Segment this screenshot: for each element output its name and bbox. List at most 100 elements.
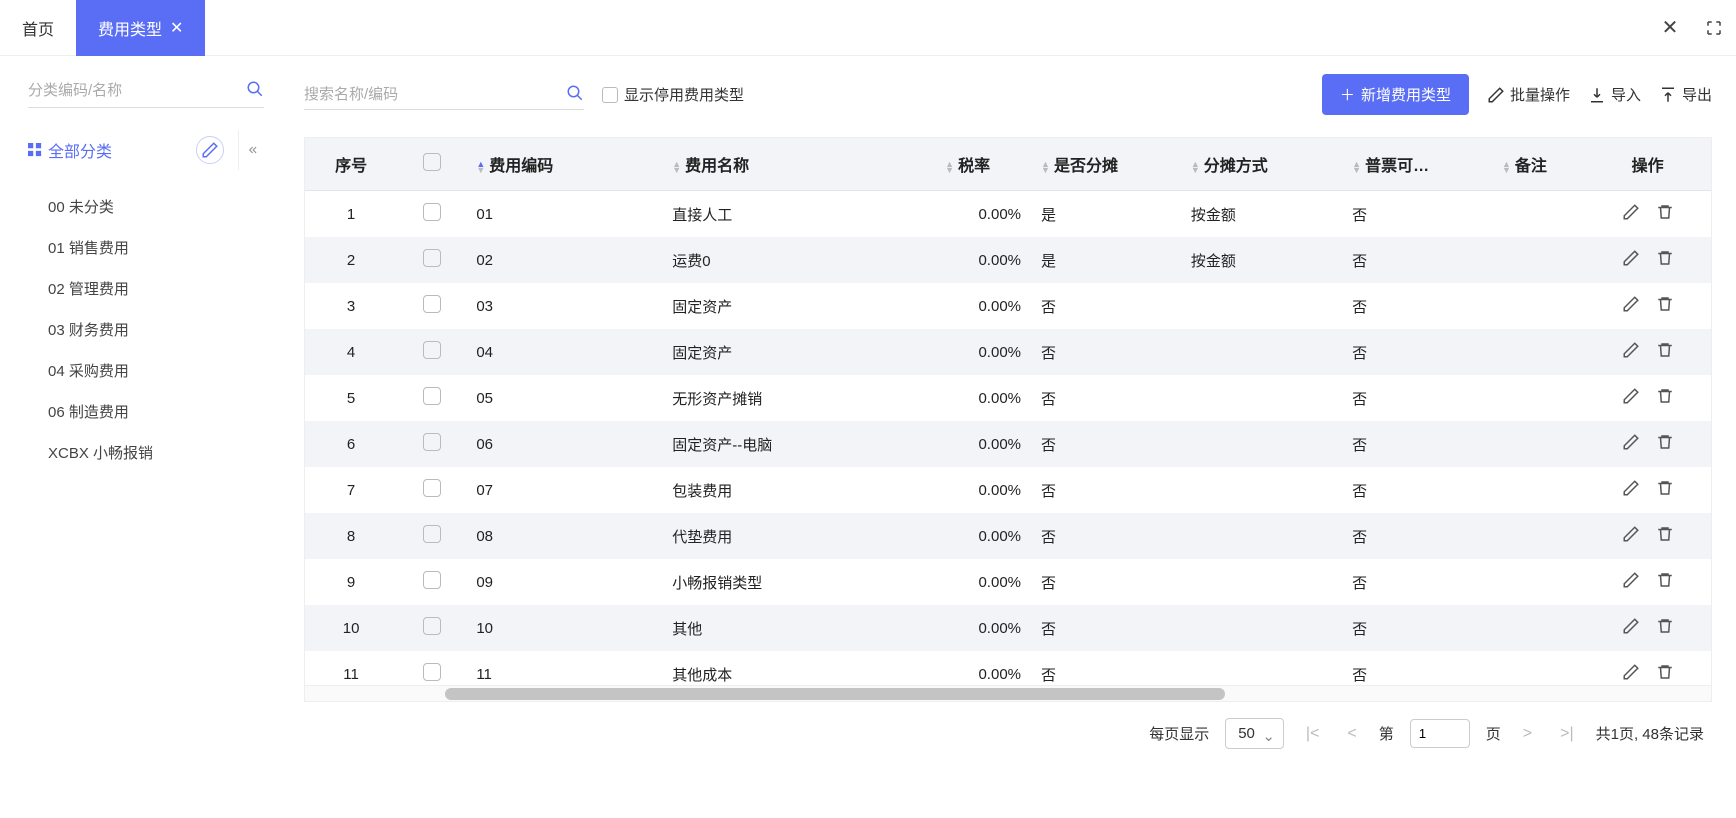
horizontal-scrollbar[interactable] — [305, 685, 1711, 701]
cell-checkbox[interactable] — [397, 191, 466, 238]
sidebar-item[interactable]: 01 销售费用 — [48, 227, 264, 268]
cell-rate: 0.00% — [904, 421, 1031, 467]
row-edit-button[interactable] — [1622, 525, 1640, 547]
pagination: 每页显示 50 ⌄ |< < 第 页 > >| 共1页, 48条记录 — [304, 702, 1712, 765]
col-plain[interactable]: ▲▼普票可… — [1342, 138, 1492, 191]
prev-page-button[interactable]: < — [1341, 725, 1362, 743]
tab-expense-type[interactable]: 费用类型 ✕ — [76, 0, 205, 56]
cell-checkbox[interactable] — [397, 605, 466, 651]
add-expense-type-button[interactable]: ＋ 新增费用类型 — [1322, 74, 1469, 115]
col-checkbox[interactable] — [397, 138, 466, 191]
cell-name: 其他 — [662, 605, 904, 651]
row-delete-button[interactable] — [1656, 479, 1674, 501]
row-edit-button[interactable] — [1622, 387, 1640, 409]
col-code[interactable]: ▲▼费用编码 — [466, 138, 662, 191]
page-number-input[interactable] — [1410, 719, 1470, 748]
next-page-button[interactable]: > — [1517, 725, 1538, 743]
sidebar-item[interactable]: 03 财务费用 — [48, 309, 264, 350]
sidebar-item[interactable]: 04 采购费用 — [48, 350, 264, 391]
row-delete-button[interactable] — [1656, 341, 1674, 363]
scrollbar-thumb[interactable] — [445, 688, 1225, 700]
cell-ops — [1584, 283, 1711, 329]
first-page-button[interactable]: |< — [1300, 725, 1326, 743]
row-edit-button[interactable] — [1622, 617, 1640, 639]
toolbar: 显示停用费用类型 ＋ 新增费用类型 批量操作 导入 导出 — [304, 74, 1712, 115]
main-search-input[interactable] — [304, 86, 566, 103]
row-edit-button[interactable] — [1622, 663, 1640, 685]
row-delete-button[interactable] — [1656, 387, 1674, 409]
sidebar-item[interactable]: 00 未分类 — [48, 186, 264, 227]
page-suffix: 页 — [1486, 723, 1501, 744]
cell-code: 02 — [466, 237, 662, 283]
row-edit-button[interactable] — [1622, 571, 1640, 593]
col-rate[interactable]: ▲▼税率 — [904, 138, 1031, 191]
sidebar-item[interactable]: 06 制造费用 — [48, 391, 264, 432]
col-method[interactable]: ▲▼分摊方式 — [1181, 138, 1342, 191]
row-edit-button[interactable] — [1622, 295, 1640, 317]
cell-method: 按金额 — [1181, 191, 1342, 238]
row-delete-button[interactable] — [1656, 617, 1674, 639]
row-edit-button[interactable] — [1622, 203, 1640, 225]
row-delete-button[interactable] — [1656, 203, 1674, 225]
cell-ops — [1584, 421, 1711, 467]
export-button[interactable]: 导出 — [1659, 84, 1712, 105]
col-allocate[interactable]: ▲▼是否分摊 — [1031, 138, 1181, 191]
cell-checkbox[interactable] — [397, 329, 466, 375]
add-button-label: 新增费用类型 — [1361, 84, 1451, 105]
search-icon[interactable] — [566, 84, 584, 105]
cell-seq: 10 — [305, 605, 397, 651]
close-icon[interactable]: ✕ — [170, 18, 183, 38]
row-delete-button[interactable] — [1656, 571, 1674, 593]
row-delete-button[interactable] — [1656, 525, 1674, 547]
last-page-button[interactable]: >| — [1554, 725, 1580, 743]
row-edit-button[interactable] — [1622, 249, 1640, 271]
cell-allocate: 否 — [1031, 421, 1181, 467]
sidebar-item[interactable]: 02 管理费用 — [48, 268, 264, 309]
batch-action-button[interactable]: 批量操作 — [1487, 84, 1570, 105]
cell-allocate: 否 — [1031, 559, 1181, 605]
category-edit-button[interactable] — [196, 136, 224, 164]
cell-checkbox[interactable] — [397, 421, 466, 467]
fullscreen-icon[interactable] — [1692, 6, 1736, 50]
cell-allocate: 否 — [1031, 375, 1181, 421]
col-name[interactable]: ▲▼费用名称 — [662, 138, 904, 191]
page-size-select[interactable]: 50 ⌄ — [1225, 718, 1284, 749]
cell-checkbox[interactable] — [397, 237, 466, 283]
cell-checkbox[interactable] — [397, 651, 466, 685]
cell-checkbox[interactable] — [397, 559, 466, 605]
sidebar-collapse-button[interactable] — [238, 130, 264, 170]
cell-plain: 否 — [1342, 421, 1492, 467]
col-seq[interactable]: 序号 — [305, 138, 397, 191]
sidebar-item[interactable]: XCBX 小畅报销 — [48, 432, 264, 473]
import-button[interactable]: 导入 — [1588, 84, 1641, 105]
row-delete-button[interactable] — [1656, 249, 1674, 271]
show-disabled-checkbox[interactable]: 显示停用费用类型 — [602, 84, 744, 105]
cell-code: 11 — [466, 651, 662, 685]
cell-plain: 否 — [1342, 467, 1492, 513]
plus-icon: ＋ — [1340, 84, 1355, 105]
row-edit-button[interactable] — [1622, 433, 1640, 455]
cell-remark — [1492, 237, 1584, 283]
table-row: 1010其他0.00%否否 — [305, 605, 1711, 651]
sidebar: 全部分类 00 未分类01 销售费用02 管理费用03 财务费用04 采购费用0… — [0, 56, 280, 765]
table-row: 202运费00.00%是按金额否 — [305, 237, 1711, 283]
cell-method — [1181, 513, 1342, 559]
row-edit-button[interactable] — [1622, 341, 1640, 363]
cell-remark — [1492, 651, 1584, 685]
cell-checkbox[interactable] — [397, 513, 466, 559]
tab-home[interactable]: 首页 — [0, 0, 76, 56]
sidebar-search-input[interactable] — [28, 82, 246, 99]
cell-checkbox[interactable] — [397, 375, 466, 421]
row-delete-button[interactable] — [1656, 433, 1674, 455]
cell-rate: 0.00% — [904, 467, 1031, 513]
category-all[interactable]: 全部分类 — [28, 138, 196, 162]
col-remark[interactable]: ▲▼备注 — [1492, 138, 1584, 191]
row-delete-button[interactable] — [1656, 663, 1674, 685]
cell-checkbox[interactable] — [397, 283, 466, 329]
cell-ops — [1584, 467, 1711, 513]
row-edit-button[interactable] — [1622, 479, 1640, 501]
cell-checkbox[interactable] — [397, 467, 466, 513]
close-all-icon[interactable]: ✕ — [1648, 6, 1692, 50]
row-delete-button[interactable] — [1656, 295, 1674, 317]
search-icon[interactable] — [246, 80, 264, 101]
